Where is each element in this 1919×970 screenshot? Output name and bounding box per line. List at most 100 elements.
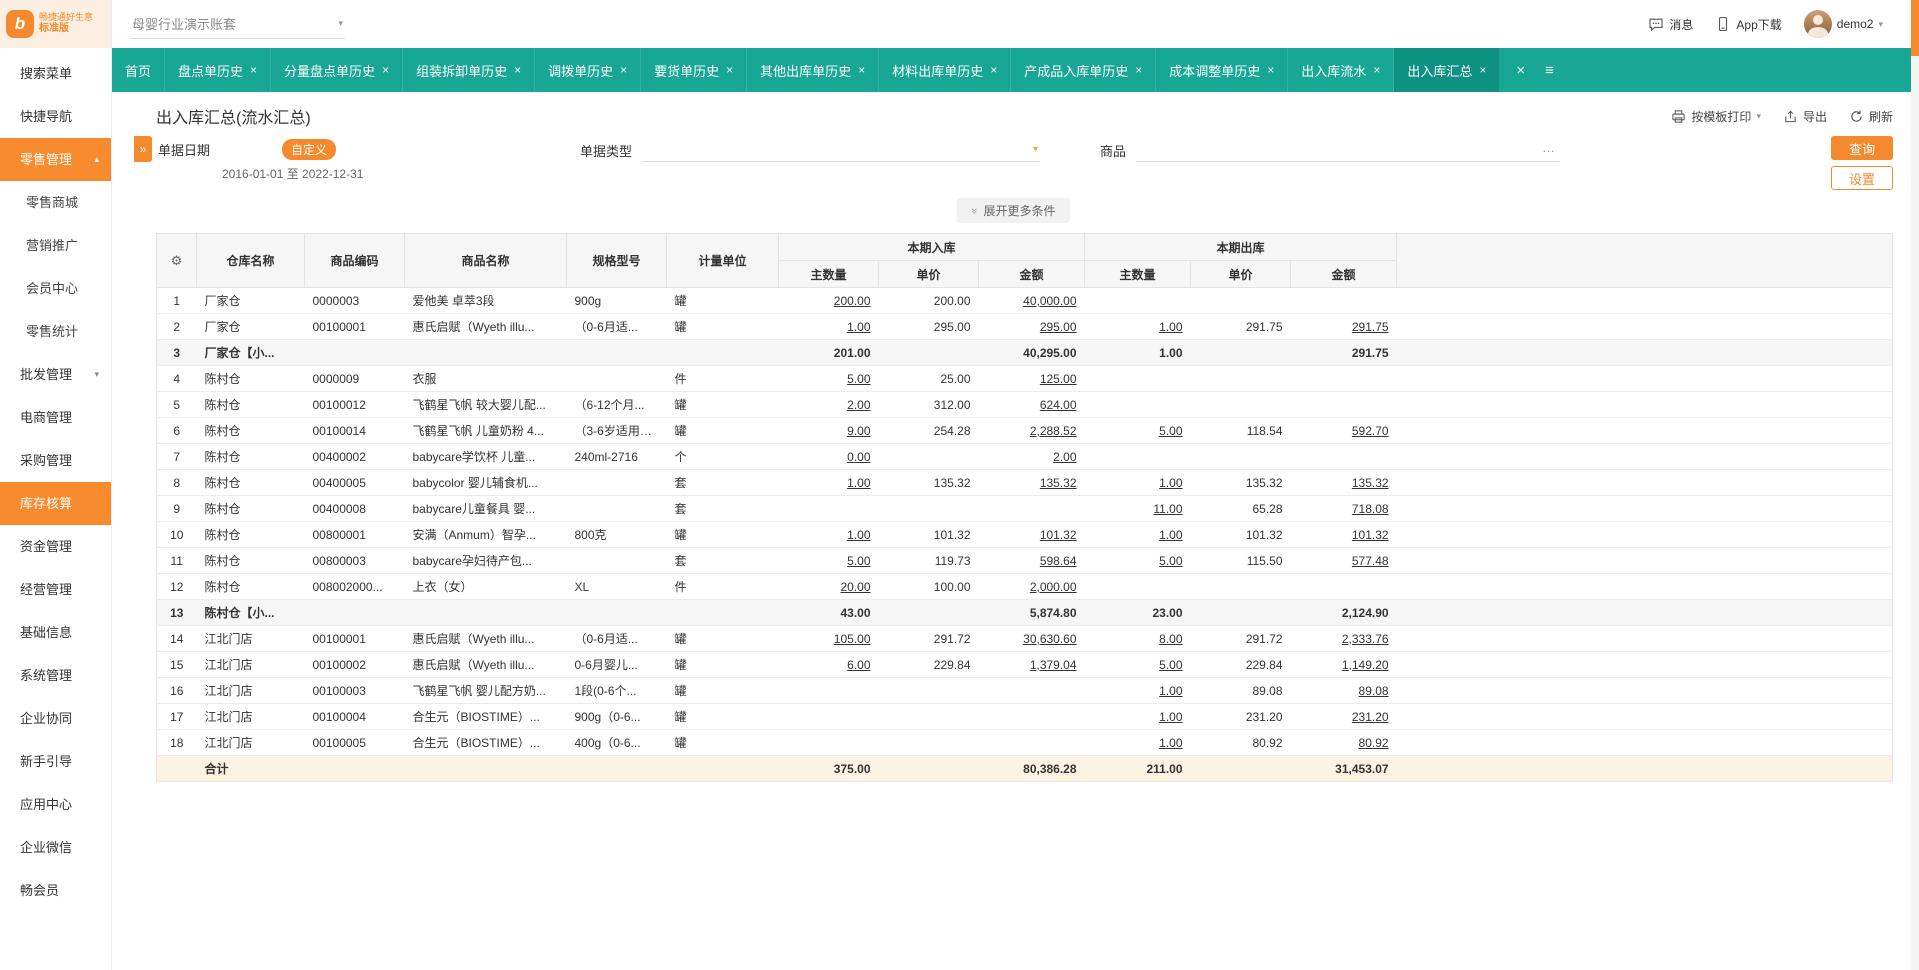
- tab[interactable]: 调拨单历史 ×: [535, 48, 642, 92]
- table-row[interactable]: 3 厂家仓【小... 201.00 40,295.00 1.00 291.75: [156, 339, 1893, 366]
- cell-out-amount[interactable]: [1290, 365, 1397, 392]
- header-out-amount[interactable]: 金额: [1290, 260, 1398, 288]
- cell-out-qty[interactable]: 1.00: [1084, 703, 1191, 730]
- header-in-amount[interactable]: 金额: [977, 260, 1086, 288]
- cell-out-amount[interactable]: 577.48: [1290, 547, 1397, 574]
- tab-close-icon[interactable]: ×: [514, 63, 522, 77]
- cell-in-qty[interactable]: 43.00: [778, 599, 879, 626]
- cell-out-qty[interactable]: 1.00: [1084, 677, 1191, 704]
- header-warehouse[interactable]: 仓库名称: [196, 233, 305, 288]
- cell-out-qty[interactable]: 11.00: [1084, 495, 1191, 522]
- tab[interactable]: 成本调整单历史 ×: [1156, 48, 1289, 92]
- table-row[interactable]: 13 陈村仓【小... 43.00 5,874.80 23.00 2,124.9…: [156, 599, 1893, 626]
- sidebar-item[interactable]: 采购管理: [0, 439, 111, 482]
- cell-out-qty[interactable]: [1084, 573, 1191, 600]
- cell-out-amount[interactable]: 101.32: [1290, 521, 1397, 548]
- close-all-tabs-icon[interactable]: ×: [1516, 61, 1526, 79]
- table-row[interactable]: 16 江北门店 00100003 飞鹤星飞帆 婴儿配方奶... 1段(0-6个.…: [156, 677, 1893, 704]
- sidebar-item[interactable]: 应用中心: [0, 783, 111, 826]
- export-button[interactable]: 导出: [1783, 108, 1827, 125]
- cell-in-qty[interactable]: 1.00: [778, 313, 879, 340]
- cell-out-amount[interactable]: 291.75: [1290, 313, 1397, 340]
- cell-out-qty[interactable]: 1.00: [1084, 339, 1191, 366]
- collapse-filters-button[interactable]: »: [134, 136, 152, 162]
- table-row[interactable]: 9 陈村仓 00400008 babycare儿童餐具 婴... 套 11.00…: [156, 495, 1893, 522]
- table-row[interactable]: 4 陈村仓 0000009 衣服 件 5.00 25.00 125.00: [156, 365, 1893, 392]
- table-row[interactable]: 14 江北门店 00100001 惠氏启赋（Wyeth illu... （0-6…: [156, 625, 1893, 652]
- sidebar-item[interactable]: 电商管理: [0, 396, 111, 439]
- tab[interactable]: 盘点单历史 ×: [165, 48, 272, 92]
- sidebar-item[interactable]: 营销推广: [0, 224, 111, 267]
- cell-out-qty[interactable]: [1084, 287, 1191, 314]
- cell-out-qty[interactable]: 5.00: [1084, 547, 1191, 574]
- sidebar-item[interactable]: 会员中心: [0, 267, 111, 310]
- cell-in-qty[interactable]: 200.00: [778, 287, 879, 314]
- expand-more-button[interactable]: » 展开更多条件: [957, 198, 1070, 223]
- tab[interactable]: 出入库流水 ×: [1288, 48, 1395, 92]
- cell-out-qty[interactable]: 23.00: [1084, 599, 1191, 626]
- cell-in-amount[interactable]: 125.00: [978, 365, 1085, 392]
- cell-out-amount[interactable]: 1,149.20: [1290, 651, 1397, 678]
- cell-in-amount[interactable]: 2.00: [978, 443, 1085, 470]
- sidebar-item[interactable]: 零售统计: [0, 310, 111, 353]
- sidebar-item[interactable]: 搜索菜单: [0, 52, 111, 95]
- table-row[interactable]: 11 陈村仓 00800003 babycare孕妇待产包... 套 5.00 …: [156, 547, 1893, 574]
- refresh-button[interactable]: 刷新: [1849, 108, 1893, 125]
- cell-in-amount[interactable]: [978, 703, 1085, 730]
- tab-close-icon[interactable]: ×: [1267, 63, 1275, 77]
- tab-close-icon[interactable]: ×: [250, 63, 258, 77]
- table-row[interactable]: 17 江北门店 00100004 合生元（BIOSTIME）... 900g（0…: [156, 703, 1893, 730]
- cell-out-qty[interactable]: 8.00: [1084, 625, 1191, 652]
- account-select[interactable]: 母婴行业演示账套 ▾: [130, 9, 345, 39]
- tab[interactable]: 组装拆卸单历史 ×: [403, 48, 536, 92]
- column-settings-icon[interactable]: ⚙: [170, 252, 183, 268]
- tab[interactable]: 分量盘点单历史 ×: [271, 48, 404, 92]
- cell-out-amount[interactable]: 291.75: [1290, 339, 1397, 366]
- cell-in-qty[interactable]: 2.00: [778, 391, 879, 418]
- cell-out-amount[interactable]: [1290, 573, 1397, 600]
- cell-out-amount[interactable]: [1290, 443, 1397, 470]
- cell-in-qty[interactable]: 5.00: [778, 547, 879, 574]
- cell-out-qty[interactable]: 1.00: [1084, 729, 1191, 756]
- header-in-price[interactable]: 单价: [878, 260, 979, 288]
- sidebar-item[interactable]: 基础信息: [0, 611, 111, 654]
- header-out-price[interactable]: 单价: [1190, 260, 1292, 288]
- tab[interactable]: 出入库汇总 ×: [1394, 48, 1501, 92]
- cell-in-amount[interactable]: 2,288.52: [978, 417, 1085, 444]
- cell-out-amount[interactable]: [1290, 287, 1397, 314]
- cell-out-qty[interactable]: 1.00: [1084, 521, 1191, 548]
- tab-close-icon[interactable]: ×: [990, 63, 998, 77]
- cell-out-amount[interactable]: 2,333.76: [1290, 625, 1397, 652]
- tab-close-icon[interactable]: ×: [382, 63, 390, 77]
- sidebar-item[interactable]: 畅会员: [0, 869, 111, 912]
- cell-in-qty[interactable]: [778, 677, 879, 704]
- cell-in-amount[interactable]: 40,295.00: [978, 339, 1085, 366]
- cell-out-qty[interactable]: 1.00: [1084, 469, 1191, 496]
- sidebar-item[interactable]: 新手引导: [0, 740, 111, 783]
- search-button[interactable]: 查询: [1831, 136, 1893, 160]
- sidebar-item[interactable]: 经营管理: [0, 568, 111, 611]
- cell-out-amount[interactable]: 89.08: [1290, 677, 1397, 704]
- tab[interactable]: 材料出库单历史 ×: [879, 48, 1012, 92]
- tab[interactable]: 要货单历史 ×: [641, 48, 748, 92]
- cell-out-qty[interactable]: 1.00: [1084, 313, 1191, 340]
- tab-close-icon[interactable]: ×: [858, 63, 866, 77]
- cell-in-amount[interactable]: 295.00: [978, 313, 1085, 340]
- cell-out-amount[interactable]: [1290, 391, 1397, 418]
- settings-button[interactable]: 设置: [1831, 166, 1893, 190]
- cell-in-qty[interactable]: 201.00: [778, 339, 879, 366]
- tab-close-icon[interactable]: ×: [620, 63, 628, 77]
- table-row[interactable]: 1 厂家仓 0000003 爱他美 卓萃3段 900g 罐 200.00 200…: [156, 287, 1893, 314]
- cell-out-amount[interactable]: 592.70: [1290, 417, 1397, 444]
- print-by-template-button[interactable]: 按模板打印 ▾: [1671, 108, 1761, 125]
- app-download-button[interactable]: App下载: [1715, 16, 1782, 33]
- cell-in-amount[interactable]: 101.32: [978, 521, 1085, 548]
- tab-list-menu-icon[interactable]: ≡: [1545, 61, 1554, 79]
- tab-close-icon[interactable]: ×: [1479, 63, 1487, 77]
- tab-close-icon[interactable]: ×: [1135, 63, 1143, 77]
- table-row[interactable]: 7 陈村仓 00400002 babycare学饮杯 儿童... 240ml-2…: [156, 443, 1893, 470]
- cell-in-qty[interactable]: 20.00: [778, 573, 879, 600]
- header-spec[interactable]: 规格型号: [566, 233, 667, 288]
- table-row[interactable]: 5 陈村仓 00100012 飞鹤星飞帆 较大婴儿配... （6-12个月...…: [156, 391, 1893, 418]
- date-range-value[interactable]: 2016-01-01 至 2022-12-31: [222, 167, 364, 181]
